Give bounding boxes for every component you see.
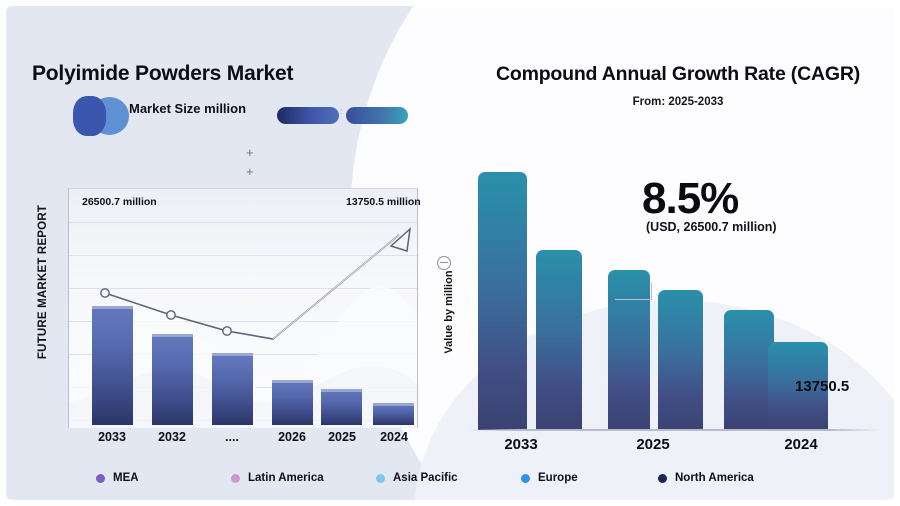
legend-pill-teal <box>346 107 408 124</box>
x-label-2025: 2025 <box>328 430 356 444</box>
bar-2024[interactable] <box>373 403 414 425</box>
trend-line-overlay <box>100 227 412 340</box>
legend-item-latin-america[interactable]: Latin America <box>231 472 324 484</box>
trend-arrowhead-icon <box>389 227 412 252</box>
x-label-right-2025: 2025 <box>636 436 670 453</box>
x-label-2032: 2032 <box>158 430 186 444</box>
y-axis-label-left: FUTURE MARKET REPORT <box>37 204 49 360</box>
legend-label-north-america: North America <box>675 472 754 484</box>
x-label-mid: .... <box>225 430 239 444</box>
legend-item-asia-pacific[interactable]: Asia Pacific <box>376 472 458 484</box>
legend-pill-navy <box>277 107 339 124</box>
x-label-2024: 2024 <box>380 430 408 444</box>
left-chart-max-value: 26500.7 million <box>82 196 157 208</box>
market-size-label: Market Size million <box>129 101 247 116</box>
bar-2026[interactable] <box>272 380 313 425</box>
legend-label-europe: Europe <box>538 472 578 484</box>
bar-2033-secondary[interactable] <box>536 250 582 430</box>
left-bar-group <box>68 188 416 427</box>
x-label-2033: 2033 <box>98 430 126 444</box>
legend-item-mea[interactable]: MEA <box>96 472 139 484</box>
legend-dot-icon-latin-america <box>231 473 240 483</box>
legend-dot-icon-asia-pacific <box>376 473 385 483</box>
bar-2025[interactable] <box>321 389 362 425</box>
cagr-note: (USD, 26500.7 million) <box>646 220 777 234</box>
minus-circle-icon <box>437 256 451 270</box>
bar-2025-primary[interactable] <box>608 270 650 430</box>
x-label-right-2033: 2033 <box>504 436 538 453</box>
left-chart-min-value: 13750.5 million <box>346 196 421 208</box>
legend-label-latin-america: Latin America <box>248 472 324 484</box>
gridline <box>69 255 417 256</box>
trend-point <box>222 326 232 336</box>
legend-pill-separator: : <box>340 106 343 116</box>
right-chart-baseline <box>468 429 880 431</box>
legend-dot-icon-europe <box>521 473 530 483</box>
right-chart-x-labels: 2033 2025 2024 <box>468 436 880 460</box>
legend-label-mea: MEA <box>113 472 139 484</box>
plus-marker-icon-1: + <box>246 145 254 160</box>
cagr-title: Compound Annual Growth Rate (CAGR) <box>495 63 861 85</box>
logo-circle-dark <box>73 96 106 136</box>
right-bar-group <box>468 166 880 430</box>
bar-2032[interactable] <box>152 334 193 425</box>
right-chart-end-value: 13750.5 <box>795 378 850 395</box>
legend-dot-icon-north-america <box>658 473 667 483</box>
bar-2033-primary[interactable] <box>478 172 527 430</box>
bar-2024-secondary[interactable] <box>768 342 828 430</box>
cagr-value: 8.5% <box>642 174 739 223</box>
bar-mid[interactable] <box>212 353 253 425</box>
legend-label-asia-pacific: Asia Pacific <box>393 472 458 484</box>
left-chart-x-labels: 2033 2032 .... 2026 2025 2024 <box>68 430 416 452</box>
gridline <box>69 288 417 289</box>
x-label-2026: 2026 <box>278 430 306 444</box>
plus-marker-icon-2: + <box>246 164 254 179</box>
page-title: Polyimide Powders Market <box>32 62 294 85</box>
region-legend: MEA Latin America Asia Pacific Europe No… <box>76 472 836 492</box>
infographic-canvas: Polyimide Powders Market Market Size mil… <box>6 6 894 500</box>
gridline <box>69 222 417 223</box>
legend-item-europe[interactable]: Europe <box>521 472 578 484</box>
trend-point <box>166 310 176 320</box>
brand-logo-icon <box>68 96 130 136</box>
legend-dot-icon-mea <box>96 473 105 483</box>
bracket-marker-icon <box>615 283 652 300</box>
bar-2033[interactable] <box>92 306 133 425</box>
cagr-subtitle: From: 2025-2033 <box>632 96 724 108</box>
bar-2024-primary[interactable] <box>724 310 774 430</box>
bar-2025-secondary[interactable] <box>658 290 703 430</box>
gridline <box>69 321 417 322</box>
legend-item-north-america[interactable]: North America <box>658 472 754 484</box>
trend-point <box>100 288 110 298</box>
x-label-right-2024: 2024 <box>784 436 818 453</box>
